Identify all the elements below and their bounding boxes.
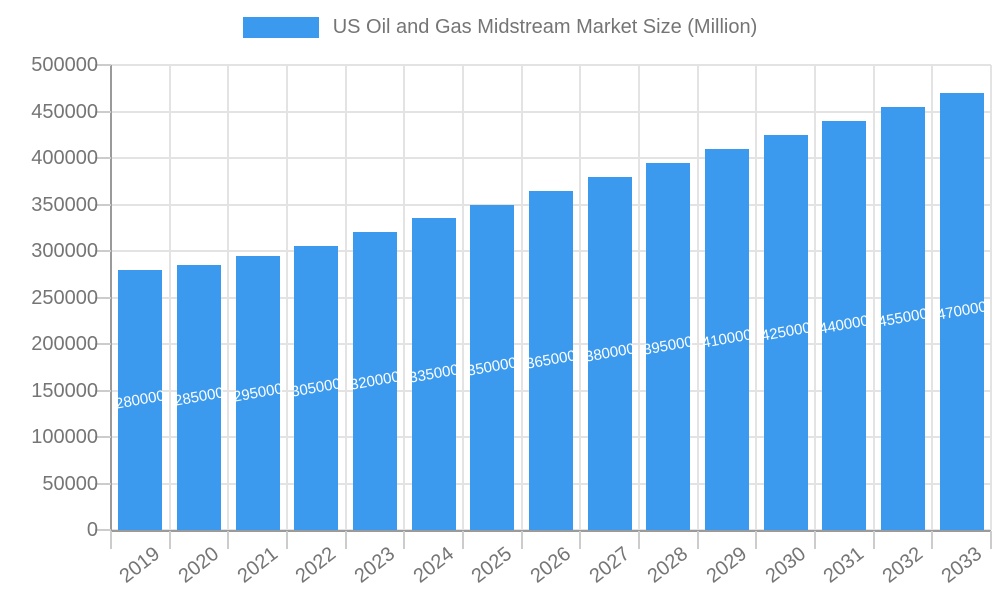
x-tick-mark bbox=[110, 531, 112, 549]
x-tick-mark bbox=[755, 531, 758, 549]
y-tick-label: 250000 bbox=[31, 286, 98, 309]
bar bbox=[822, 120, 867, 530]
y-tick-label: 350000 bbox=[31, 193, 98, 216]
y-tick-mark bbox=[95, 389, 111, 392]
y-tick-mark bbox=[95, 529, 111, 531]
y-tick-mark bbox=[95, 157, 111, 159]
x-tick-mark bbox=[638, 531, 640, 549]
plot-area: 280000 285000 295000 305000 320000 335000 3500… bbox=[110, 64, 992, 531]
y-tick-mark bbox=[95, 482, 111, 485]
x-tick-mark bbox=[462, 531, 464, 549]
gridline-vertical bbox=[990, 65, 992, 530]
y-tick-mark bbox=[95, 250, 111, 252]
gridline-horizontal bbox=[111, 157, 991, 159]
y-axis-line bbox=[110, 65, 112, 532]
gridline-vertical bbox=[814, 65, 816, 530]
y-tick-mark bbox=[95, 296, 111, 299]
bar bbox=[353, 232, 397, 530]
x-tick-mark bbox=[403, 531, 406, 549]
gridline-horizontal bbox=[111, 64, 991, 66]
x-tick-mark bbox=[344, 531, 347, 549]
x-tick-mark bbox=[931, 531, 934, 549]
bar bbox=[881, 106, 925, 530]
gridline-vertical bbox=[872, 65, 875, 530]
x-tick-mark bbox=[990, 531, 992, 549]
gridline-vertical bbox=[168, 65, 171, 530]
gridline-vertical bbox=[931, 65, 934, 530]
gridline-vertical bbox=[403, 65, 406, 530]
gridline-vertical bbox=[755, 65, 758, 530]
x-tick-mark bbox=[286, 531, 288, 549]
gridline-vertical bbox=[520, 65, 523, 530]
bar bbox=[470, 204, 515, 530]
gridline-vertical bbox=[227, 65, 230, 530]
y-tick-label: 0 bbox=[86, 519, 98, 541]
x-tick-mark bbox=[520, 531, 523, 549]
x-tick-mark bbox=[872, 531, 875, 549]
y-tick-mark bbox=[95, 203, 111, 206]
gridline-vertical bbox=[344, 65, 347, 530]
bar bbox=[587, 176, 632, 530]
y-tick-label: 400000 bbox=[31, 147, 98, 169]
bar bbox=[294, 246, 339, 530]
y-tick-mark bbox=[95, 64, 111, 66]
gridline-vertical bbox=[462, 65, 464, 530]
bar bbox=[529, 190, 573, 530]
x-tick-mark bbox=[696, 531, 699, 549]
legend-label: US Oil and Gas Midstream Market Size (Mi… bbox=[332, 16, 758, 38]
bar bbox=[118, 269, 163, 530]
chart-legend: US Oil and Gas Midstream Market Size (Mi… bbox=[0, 16, 1000, 39]
bar bbox=[705, 148, 749, 530]
gridline-vertical bbox=[286, 65, 288, 530]
y-tick-mark bbox=[95, 110, 111, 113]
y-tick-mark bbox=[95, 436, 111, 438]
x-tick-mark bbox=[168, 531, 171, 549]
bar bbox=[763, 134, 808, 530]
gridline-horizontal bbox=[111, 110, 991, 113]
bar bbox=[939, 92, 984, 530]
y-tick-label: 300000 bbox=[31, 240, 98, 262]
x-tick-mark bbox=[814, 531, 816, 549]
y-tick-label: 500000 bbox=[31, 54, 98, 76]
bar bbox=[411, 218, 456, 530]
bar bbox=[646, 162, 691, 530]
gridline-vertical bbox=[579, 65, 582, 530]
x-axis-line bbox=[110, 530, 991, 532]
y-tick-label: 150000 bbox=[31, 379, 98, 402]
y-tick-label: 50000 bbox=[42, 472, 98, 495]
y-tick-label: 100000 bbox=[31, 426, 98, 448]
x-tick-mark bbox=[227, 531, 230, 549]
y-tick-label: 450000 bbox=[31, 100, 98, 123]
bar bbox=[235, 255, 280, 530]
x-tick-mark bbox=[579, 531, 582, 549]
bar bbox=[177, 264, 221, 530]
gridline-vertical bbox=[696, 65, 699, 530]
legend-swatch bbox=[242, 17, 319, 38]
gridline-vertical bbox=[638, 65, 640, 530]
y-tick-mark bbox=[95, 343, 111, 345]
y-tick-label: 200000 bbox=[31, 333, 98, 355]
